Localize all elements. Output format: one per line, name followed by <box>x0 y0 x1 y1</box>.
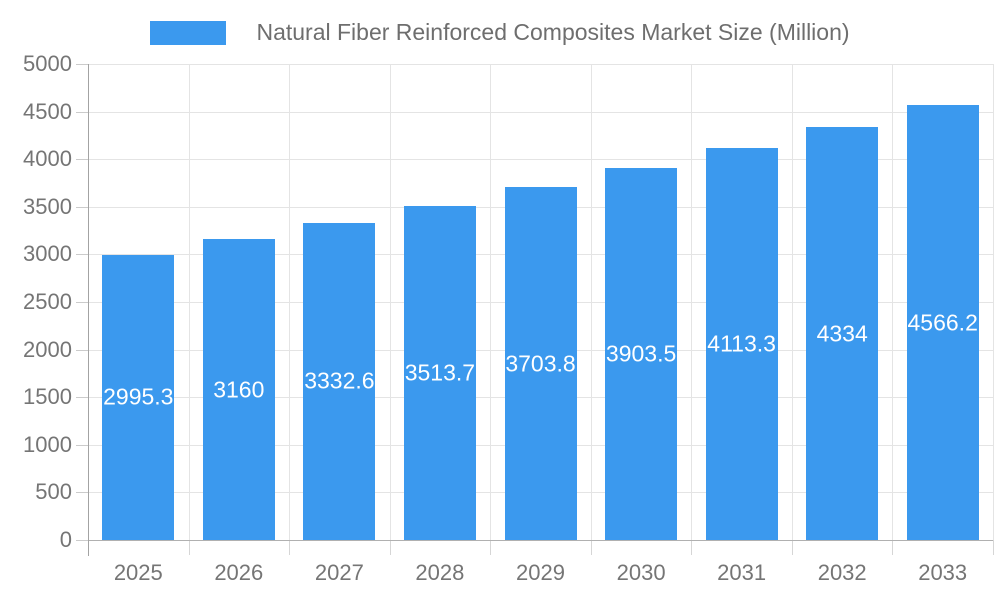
y-axis-tick-label: 0 <box>59 527 72 552</box>
legend-swatch <box>150 20 227 45</box>
y-axis-line <box>88 64 89 556</box>
bar-chart-plot-area: 0 500 1000 1500 2000 2500 3000 3500 4000 4500 5000… <box>23 53 994 584</box>
y-axis-tick-label: 3000 <box>23 241 72 267</box>
x-axis-tick-label: 2029 <box>516 560 565 585</box>
y-gridline <box>88 111 993 113</box>
x-axis-tick <box>590 540 592 555</box>
x-axis-tick <box>389 540 391 555</box>
y-axis-tick <box>76 64 88 65</box>
bar-value-label: 2995.3 <box>103 383 174 410</box>
x-gridline <box>389 64 391 540</box>
y-axis-tick <box>76 540 88 541</box>
x-axis-tick-label: 2030 <box>616 560 666 585</box>
x-axis-tick <box>892 540 894 555</box>
y-axis-tick-label: 500 <box>35 479 72 505</box>
x-axis-line <box>88 540 993 541</box>
bar-value-label: 4113.3 <box>707 330 776 357</box>
y-axis-tick <box>76 444 88 446</box>
y-axis-tick <box>76 206 88 208</box>
y-axis-tick-label: 1500 <box>23 384 72 410</box>
x-axis-tick <box>691 540 693 555</box>
y-axis-tick-label: 2500 <box>23 289 72 314</box>
bar-value-label: 3160 <box>213 376 265 403</box>
y-axis-tick-label: 4000 <box>23 146 72 172</box>
x-axis-tick-label: 2028 <box>415 560 465 585</box>
bar-value-label: 3513.7 <box>404 359 476 386</box>
x-gridline <box>892 64 894 540</box>
x-gridline <box>188 64 190 540</box>
bar-value-label: 3703.8 <box>505 350 576 377</box>
y-gridline <box>88 159 993 161</box>
y-axis-tick-label: 1000 <box>23 431 72 457</box>
bar-2025[interactable]: 2995.3 <box>102 254 175 540</box>
y-axis-tick-label: 5000 <box>23 51 72 76</box>
x-axis-tick-label: 2031 <box>717 560 767 585</box>
bar-value-label: 3332.6 <box>304 367 375 394</box>
y-axis-tick <box>76 492 88 494</box>
x-axis-tick-label: 2026 <box>214 560 264 585</box>
x-gridline <box>791 64 793 540</box>
legend-label: Natural Fiber Reinforced Composites Mark… <box>256 19 850 45</box>
x-axis-tick-label: 2027 <box>314 560 364 585</box>
bar-value-label: 4566.2 <box>907 309 978 336</box>
y-axis-tick-label: 3500 <box>23 193 72 219</box>
y-axis-tick <box>76 349 88 351</box>
bar-2029[interactable]: 3703.8 <box>504 187 577 540</box>
y-axis-tick <box>76 397 88 399</box>
bar-2028[interactable]: 3513.7 <box>403 205 476 540</box>
bar-2031[interactable]: 4113.3 <box>705 148 778 540</box>
bar-value-label: 4334 <box>816 320 868 347</box>
x-axis-tick <box>791 540 793 555</box>
x-axis-tick-label: 2032 <box>817 560 867 585</box>
bar-2027[interactable]: 3332.6 <box>303 222 376 540</box>
x-gridline <box>289 64 291 540</box>
x-axis-tick <box>188 540 190 555</box>
x-axis-tick <box>490 540 492 555</box>
y-axis-tick <box>76 302 88 303</box>
legend[interactable]: Natural Fiber Reinforced Composites Mark… <box>0 19 1000 47</box>
x-gridline <box>590 64 592 540</box>
x-gridline <box>691 64 693 540</box>
y-gridline <box>88 64 993 65</box>
x-gridline <box>490 64 492 540</box>
x-axis-tick <box>993 540 994 555</box>
bar-value-label: 3903.5 <box>605 340 677 367</box>
y-axis-tick-label: 4500 <box>23 98 72 124</box>
bar-2033[interactable]: 4566.2 <box>906 105 979 540</box>
bar-2032[interactable]: 4334 <box>806 127 879 540</box>
x-gridline <box>993 64 994 540</box>
bar-2026[interactable]: 3160 <box>202 239 275 540</box>
x-axis-tick-label: 2033 <box>918 560 968 585</box>
x-axis-tick <box>289 540 291 555</box>
bar-2030[interactable]: 3903.5 <box>605 168 678 540</box>
y-axis-tick <box>76 111 88 113</box>
y-axis-tick <box>76 254 88 256</box>
y-axis-tick-label: 2000 <box>23 336 72 362</box>
x-axis-tick-label: 2025 <box>113 560 163 585</box>
y-axis-tick <box>76 159 88 161</box>
